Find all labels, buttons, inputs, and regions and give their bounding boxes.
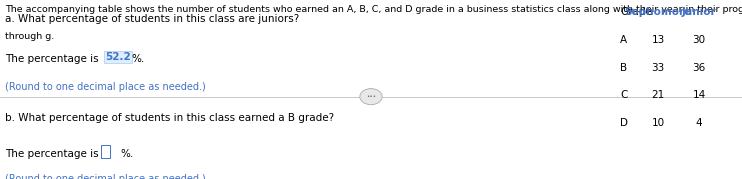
- Text: 52.2: 52.2: [105, 52, 131, 62]
- Text: 4: 4: [696, 118, 702, 128]
- Text: Junior: Junior: [682, 7, 716, 17]
- Text: %.: %.: [131, 54, 145, 64]
- Text: 21: 21: [651, 90, 665, 100]
- Text: (Round to one decimal place as needed.): (Round to one decimal place as needed.): [5, 82, 206, 92]
- Text: 14: 14: [692, 90, 706, 100]
- Text: 33: 33: [651, 63, 665, 73]
- Text: The accompanying table shows the number of students who earned an A, B, C, and D: The accompanying table shows the number …: [5, 5, 742, 14]
- Text: 13: 13: [651, 35, 665, 45]
- Ellipse shape: [360, 89, 382, 105]
- Text: A: A: [620, 35, 628, 45]
- Text: B: B: [620, 63, 628, 73]
- Text: %.: %.: [121, 149, 134, 159]
- Text: b. What percentage of students in this class earned a B grade?: b. What percentage of students in this c…: [5, 113, 335, 123]
- Text: The percentage is: The percentage is: [5, 149, 102, 159]
- Text: •••: •••: [366, 94, 376, 99]
- Text: D: D: [620, 118, 628, 128]
- Text: Grade: Grade: [620, 7, 652, 17]
- Text: a. What percentage of students in this class are juniors?: a. What percentage of students in this c…: [5, 14, 300, 24]
- Text: C: C: [620, 90, 628, 100]
- Text: through g.: through g.: [5, 32, 54, 41]
- Text: 36: 36: [692, 63, 706, 73]
- Text: 10: 10: [651, 118, 665, 128]
- Text: 30: 30: [692, 35, 706, 45]
- Text: The percentage is: The percentage is: [5, 54, 105, 64]
- Text: Sophomore: Sophomore: [625, 7, 692, 17]
- Text: (Round to one decimal place as needed.): (Round to one decimal place as needed.): [5, 174, 206, 179]
